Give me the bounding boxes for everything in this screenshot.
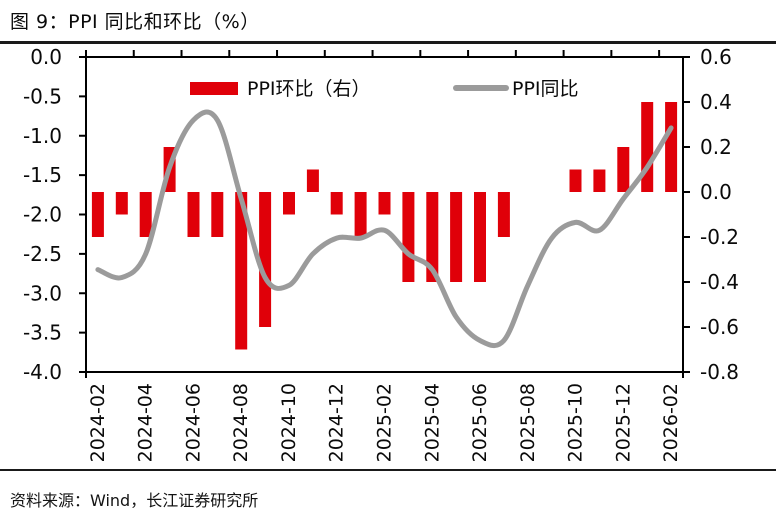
ppi-yoy-line (95, 109, 674, 349)
right-axis-tick-label: 0.0 (700, 180, 732, 204)
left-axis-tick-label: -3.0 (23, 281, 62, 305)
x-axis-tick-label: 2025-08 (517, 383, 539, 462)
left-axis-tick-label: -1.5 (23, 163, 62, 187)
ppi-mom-bar (115, 192, 128, 215)
x-axis-tick-label: 2026-02 (660, 383, 682, 462)
right-axis-tick-label: -0.8 (700, 360, 739, 384)
chart-title: 图 9：PPI 同比和环比（%） (10, 11, 260, 33)
legend-line-label: PPI同比 (512, 78, 579, 100)
ppi-mom-bar (665, 102, 678, 192)
title-divider (0, 41, 776, 44)
x-axis-tick-label: 2024-08 (230, 383, 252, 462)
ppi-mom-bar (617, 147, 630, 192)
right-axis-tick-label: 0.4 (700, 90, 732, 114)
ppi-mom-bar (139, 192, 152, 237)
x-axis-tick-label: 2025-12 (612, 383, 634, 462)
ppi-mom-bar (593, 169, 606, 192)
right-axis-tick-label: -0.4 (700, 270, 739, 294)
right-axis-tick-label: -0.2 (700, 225, 739, 249)
ppi-mom-bar (306, 169, 319, 192)
x-axis-tick-label: 2025-10 (565, 383, 587, 462)
left-axis-tick-label: -2.5 (23, 242, 62, 266)
x-axis-tick-label: 2025-06 (469, 383, 491, 462)
footer-divider (0, 469, 776, 471)
left-axis-tick-label: 0.0 (30, 45, 62, 69)
ppi-mom-bar (354, 192, 367, 237)
ppi-mom-bar (497, 192, 510, 237)
x-axis-tick-label: 2024-04 (135, 383, 157, 462)
right-axis-tick-label: 0.2 (700, 135, 732, 159)
left-axis-tick-label: -2.0 (23, 203, 62, 227)
x-axis-tick-label: 2024-02 (87, 383, 109, 462)
ppi-mom-bar (450, 192, 463, 282)
ppi-mom-bar (426, 192, 439, 282)
x-axis-tick-label: 2024-10 (278, 383, 300, 462)
ppi-mom-bar (187, 192, 200, 237)
left-axis-tick-label: -3.5 (23, 321, 62, 345)
x-axis-tick-label: 2024-06 (182, 383, 204, 462)
ppi-mom-bar (378, 192, 391, 215)
left-axis-tick-label: -0.5 (23, 84, 62, 108)
right-axis-tick-label: 0.6 (700, 45, 732, 69)
ppi-mom-bar (91, 192, 104, 237)
legend-bar-label: PPI环比（右） (247, 78, 371, 100)
ppi-mom-bar (330, 192, 343, 215)
ppi-mom-bar (235, 192, 248, 350)
ppi-mom-bar (283, 192, 295, 215)
ppi-mom-bar (402, 192, 415, 282)
ppi-mom-bar (474, 192, 486, 282)
x-axis-tick-label: 2025-02 (374, 383, 396, 462)
ppi-mom-bar (569, 169, 582, 192)
left-axis-tick-label: -1.0 (23, 124, 62, 148)
ppi-mom-bar (641, 102, 654, 192)
x-axis-tick-label: 2024-12 (326, 383, 348, 462)
legend-bar-swatch (190, 82, 238, 95)
x-axis-tick-label: 2025-04 (421, 383, 443, 462)
source-note: 资料来源：Wind，长江证券研究所 (10, 491, 259, 510)
ppi-mom-bar (211, 192, 224, 237)
ppi-mom-bar (259, 192, 272, 327)
chart-canvas: PPI环比（右） PPI同比 0.0 -0.5 -1.0 -1.5 -2.0 -2.5 -3… (23, 45, 739, 462)
left-axis-tick-label: -4.0 (23, 360, 62, 384)
right-axis-tick-label: -0.6 (700, 315, 739, 339)
